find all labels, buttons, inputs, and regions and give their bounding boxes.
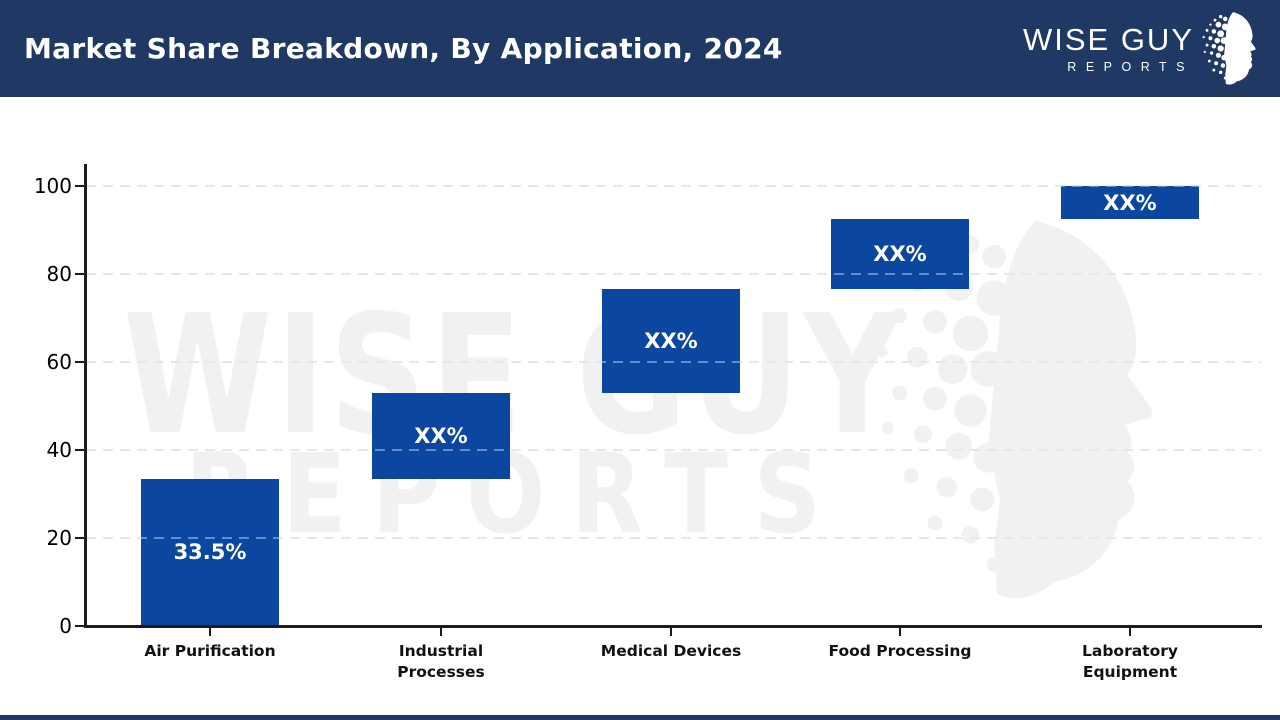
x-axis-tick bbox=[670, 628, 672, 636]
category-label: Air Purification bbox=[144, 642, 276, 660]
logo-wordmark: WISE GUY bbox=[1022, 21, 1194, 57]
bar bbox=[602, 289, 740, 393]
gridline-overlay bbox=[86, 185, 1262, 187]
logo-subtext: REPORTS bbox=[1067, 59, 1194, 74]
gridline bbox=[86, 273, 1262, 275]
gridline bbox=[86, 449, 1262, 451]
bar-value-label: XX% bbox=[644, 329, 698, 354]
y-axis-tick bbox=[75, 361, 84, 363]
category-label: Processes bbox=[397, 663, 485, 681]
x-axis-tick bbox=[1129, 628, 1131, 636]
bar-value-label: XX% bbox=[873, 242, 927, 267]
x-axis-tick bbox=[899, 628, 901, 636]
gridline-overlay bbox=[86, 273, 1262, 275]
x-axis-tick bbox=[209, 628, 211, 636]
gridline bbox=[86, 185, 1262, 187]
bar bbox=[141, 478, 279, 626]
y-axis-tick-label: 40 bbox=[46, 438, 72, 462]
y-axis-tick bbox=[75, 537, 84, 539]
bar bbox=[372, 392, 510, 479]
brand-logo: WISE GUY REPORTS bbox=[1023, 11, 1256, 86]
bar-value-label: XX% bbox=[414, 423, 468, 448]
bar bbox=[1061, 186, 1199, 219]
logo-text: WISE GUY REPORTS bbox=[1023, 24, 1194, 74]
bar-value-label: XX% bbox=[1103, 190, 1157, 215]
footer-strip bbox=[0, 715, 1280, 720]
y-axis-tick-label: 80 bbox=[46, 262, 72, 286]
gridline bbox=[86, 537, 1262, 539]
y-axis-tick bbox=[75, 449, 84, 451]
gridline-overlay bbox=[86, 361, 1262, 363]
x-axis-tick bbox=[440, 628, 442, 636]
chart-area: WISE GUY REPORTS 0 20 40 60 80 100 33.5% Air Pu… bbox=[0, 97, 1280, 716]
category-label: Industrial bbox=[398, 642, 484, 660]
header: Market Share Breakdown, By Application, … bbox=[0, 0, 1280, 97]
y-axis-tick-label: 60 bbox=[46, 350, 72, 374]
category-label: Equipment bbox=[1082, 663, 1178, 681]
gridline-overlay bbox=[86, 537, 1262, 539]
y-axis-line bbox=[84, 164, 87, 628]
gridline-overlay bbox=[86, 449, 1262, 451]
x-axis-line bbox=[84, 625, 1262, 628]
y-axis-tick bbox=[75, 625, 84, 627]
y-axis-tick-label: 100 bbox=[33, 174, 72, 198]
category-label: Food Processing bbox=[828, 642, 972, 660]
category-label: Medical Devices bbox=[600, 642, 742, 660]
y-axis-tick bbox=[75, 185, 84, 187]
bar-value-label: 33.5% bbox=[173, 540, 247, 565]
y-axis-tick-label: 0 bbox=[59, 614, 72, 638]
y-axis-tick-label: 20 bbox=[46, 526, 72, 550]
y-axis-tick bbox=[75, 273, 84, 275]
chart-title: Market Share Breakdown, By Application, … bbox=[24, 32, 783, 65]
category-label: Laboratory bbox=[1082, 642, 1178, 660]
